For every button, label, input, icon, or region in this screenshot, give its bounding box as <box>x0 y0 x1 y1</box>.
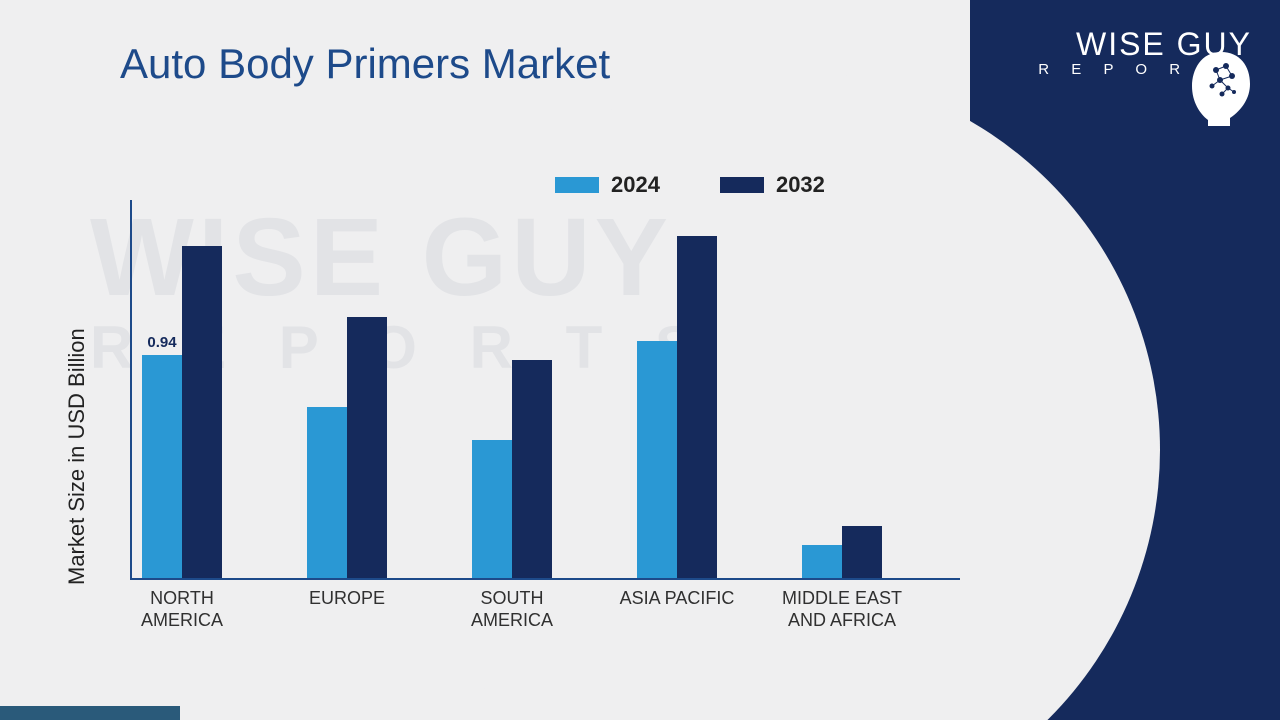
bottom-strip <box>0 706 180 720</box>
bar-2032 <box>512 360 552 579</box>
chart-canvas: WISE GUY R E P O R T S Auto Body Primers… <box>0 0 1280 720</box>
bar-2024 <box>472 440 512 578</box>
legend-swatch-2032 <box>720 177 764 193</box>
bar-2024 <box>307 407 347 578</box>
bar-2024 <box>142 355 182 578</box>
bar-2024 <box>637 341 677 579</box>
legend-label-2032: 2032 <box>776 172 825 198</box>
category-label: NORTH AMERICA <box>117 588 247 631</box>
bar-2032 <box>182 246 222 579</box>
category-label: MIDDLE EAST AND AFRICA <box>777 588 907 631</box>
category-label: SOUTH AMERICA <box>447 588 577 631</box>
brand-logo: WISE GUY R E P O R T S <box>1038 28 1252 77</box>
legend-swatch-2024 <box>555 177 599 193</box>
legend-label-2024: 2024 <box>611 172 660 198</box>
category-label: ASIA PACIFIC <box>612 588 742 610</box>
chart-title: Auto Body Primers Market <box>120 40 610 88</box>
legend: 2024 2032 <box>555 172 825 198</box>
legend-item-2024: 2024 <box>555 172 660 198</box>
chart-area: Market Size in USD Billion 0.94NORTH AME… <box>100 200 960 630</box>
bar-2024 <box>802 545 842 578</box>
bar-2032 <box>347 317 387 578</box>
head-icon <box>1186 48 1256 128</box>
category-label: EUROPE <box>282 588 412 610</box>
y-axis-label: Market Size in USD Billion <box>64 328 90 585</box>
legend-item-2032: 2032 <box>720 172 825 198</box>
bar-2032 <box>677 236 717 578</box>
plot-area: 0.94NORTH AMERICAEUROPESOUTH AMERICAASIA… <box>130 200 960 580</box>
bar-2032 <box>842 526 882 578</box>
